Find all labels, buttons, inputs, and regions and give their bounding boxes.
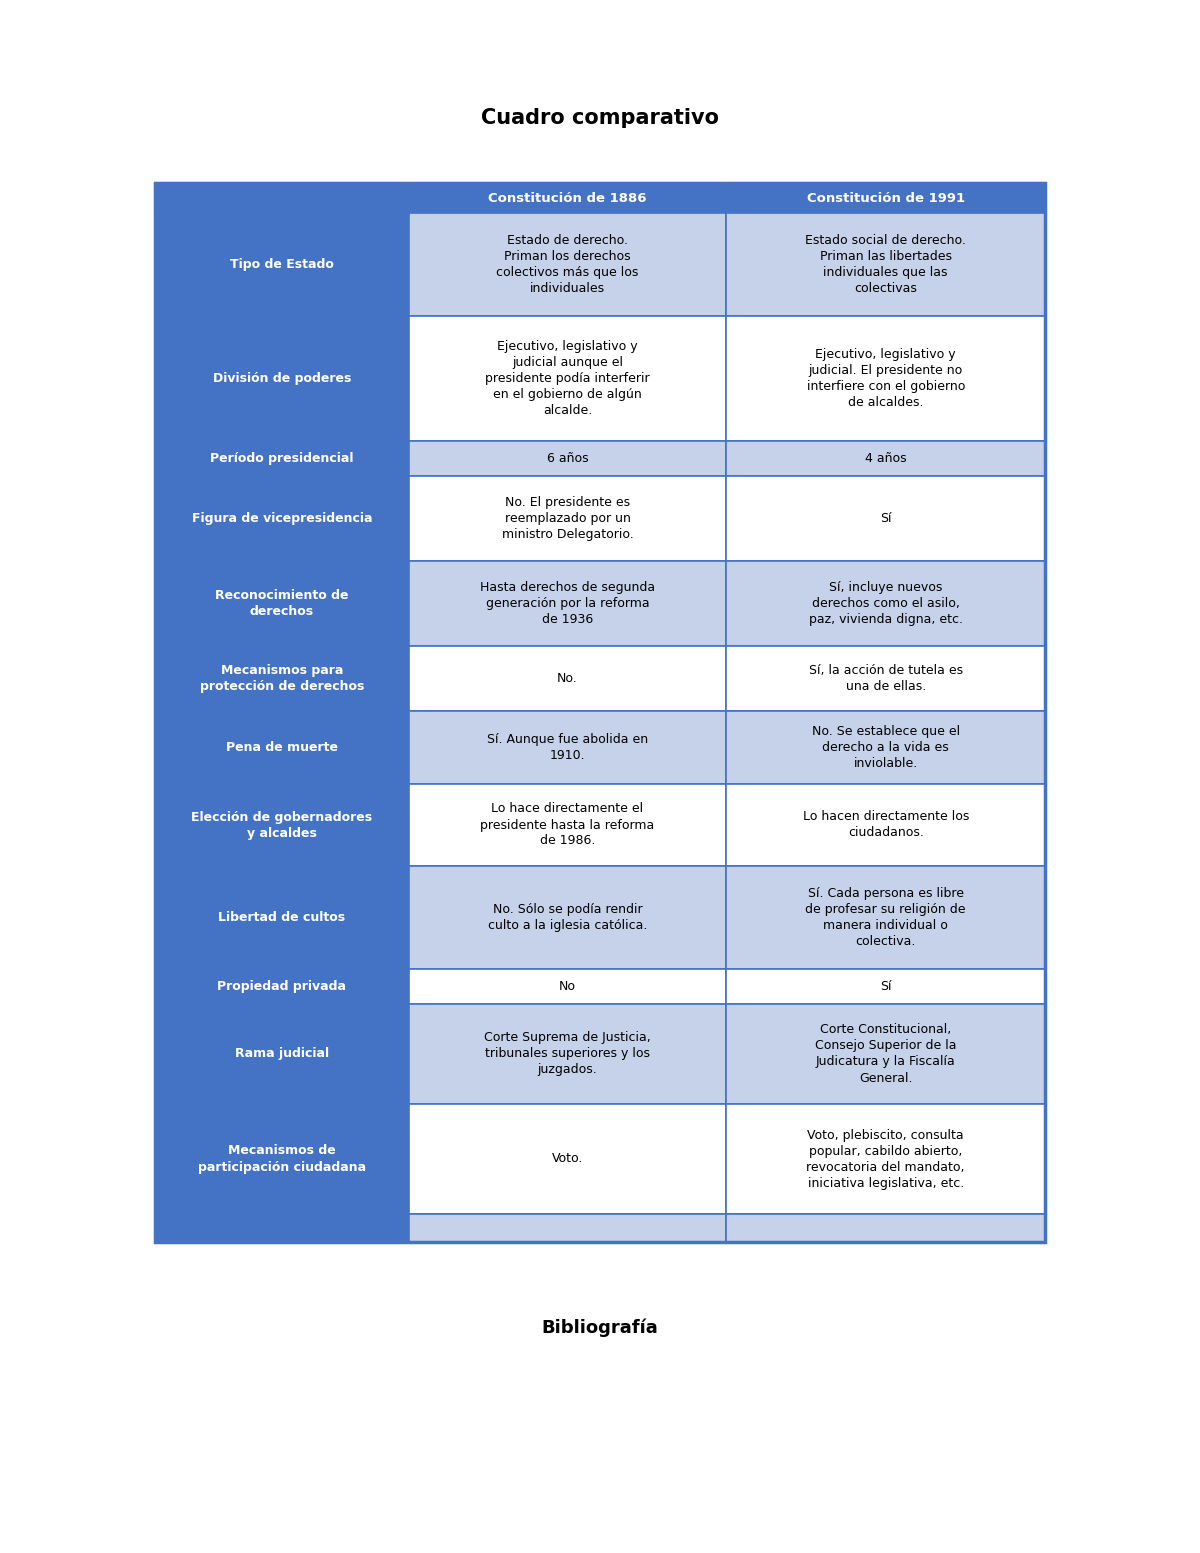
- Bar: [726, 561, 1045, 646]
- Bar: [409, 867, 726, 969]
- Bar: [155, 441, 409, 477]
- Bar: [155, 183, 409, 213]
- Text: Corte Suprema de Justicia,
tribunales superiores y los
juzgados.: Corte Suprema de Justicia, tribunales su…: [484, 1031, 650, 1076]
- Bar: [155, 1003, 409, 1104]
- Bar: [155, 561, 409, 646]
- Text: Libertad de cultos: Libertad de cultos: [218, 912, 346, 924]
- Bar: [155, 315, 409, 441]
- Text: Voto.: Voto.: [552, 1152, 583, 1165]
- Text: Estado de derecho.
Priman los derechos
colectivos más que los
individuales: Estado de derecho. Priman los derechos c…: [497, 235, 638, 295]
- Bar: [155, 867, 409, 969]
- Text: Lo hacen directamente los
ciudadanos.: Lo hacen directamente los ciudadanos.: [803, 811, 968, 840]
- Bar: [155, 969, 409, 1003]
- Bar: [726, 969, 1045, 1003]
- Bar: [155, 477, 409, 561]
- Bar: [726, 1214, 1045, 1242]
- Bar: [409, 213, 726, 315]
- Text: División de poderes: División de poderes: [212, 373, 352, 385]
- Text: Rama judicial: Rama judicial: [235, 1048, 329, 1061]
- Bar: [155, 711, 409, 784]
- Text: Figura de vicepresidencia: Figura de vicepresidencia: [192, 512, 372, 525]
- Text: Propiedad privada: Propiedad privada: [217, 980, 347, 992]
- Text: No. Sólo se podía rendir
culto a la iglesia católica.: No. Sólo se podía rendir culto a la igle…: [488, 902, 647, 932]
- Bar: [726, 477, 1045, 561]
- Text: Período presidencial: Período presidencial: [210, 452, 354, 464]
- Bar: [726, 213, 1045, 315]
- Text: Sí. Cada persona es libre
de profesar su religión de
manera individual o
colecti: Sí. Cada persona es libre de profesar su…: [805, 887, 966, 947]
- Bar: [409, 646, 726, 711]
- Text: Corte Constitucional,
Consejo Superior de la
Judicatura y la Fiscalía
General.: Corte Constitucional, Consejo Superior d…: [815, 1023, 956, 1084]
- Bar: [409, 1104, 726, 1214]
- Text: Elección de gobernadores
y alcaldes: Elección de gobernadores y alcaldes: [191, 811, 372, 840]
- Text: Sí, incluye nuevos
derechos como el asilo,
paz, vivienda digna, etc.: Sí, incluye nuevos derechos como el asil…: [809, 581, 962, 626]
- Text: Lo hace directamente el
presidente hasta la reforma
de 1986.: Lo hace directamente el presidente hasta…: [480, 803, 655, 848]
- Text: Constitución de 1886: Constitución de 1886: [488, 191, 647, 205]
- Text: Sí: Sí: [880, 512, 892, 525]
- Bar: [409, 784, 726, 867]
- Bar: [155, 646, 409, 711]
- Text: Voto, plebiscito, consulta
popular, cabildo abierto,
revocatoria del mandato,
in: Voto, plebiscito, consulta popular, cabi…: [806, 1129, 965, 1190]
- Bar: [726, 867, 1045, 969]
- Bar: [726, 1104, 1045, 1214]
- Bar: [155, 784, 409, 867]
- Text: 4 años: 4 años: [865, 452, 906, 464]
- Text: No.: No.: [557, 672, 578, 685]
- Text: 6 años: 6 años: [547, 452, 588, 464]
- Text: Pena de muerte: Pena de muerte: [226, 741, 338, 755]
- Bar: [726, 646, 1045, 711]
- Bar: [409, 477, 726, 561]
- Text: No. Se establece que el
derecho a la vida es
inviolable.: No. Se establece que el derecho a la vid…: [811, 725, 960, 770]
- Bar: [409, 969, 726, 1003]
- Bar: [409, 1003, 726, 1104]
- Text: Ejecutivo, legislativo y
judicial aunque el
presidente podía interferir
en el go: Ejecutivo, legislativo y judicial aunque…: [485, 340, 650, 418]
- Text: Mecanismos para
protección de derechos: Mecanismos para protección de derechos: [199, 665, 364, 693]
- Bar: [726, 1003, 1045, 1104]
- Text: Ejecutivo, legislativo y
judicial. El presidente no
interfiere con el gobierno
d: Ejecutivo, legislativo y judicial. El pr…: [806, 348, 965, 408]
- Text: Bibliografía: Bibliografía: [541, 1318, 659, 1337]
- Bar: [409, 183, 726, 213]
- Text: Sí, la acción de tutela es
una de ellas.: Sí, la acción de tutela es una de ellas.: [809, 665, 962, 693]
- Text: Constitución de 1991: Constitución de 1991: [806, 191, 965, 205]
- Text: Cuadro comparativo: Cuadro comparativo: [481, 109, 719, 127]
- Text: No: No: [559, 980, 576, 992]
- Text: No. El presidente es
reemplazado por un
ministro Delegatorio.: No. El presidente es reemplazado por un …: [502, 495, 634, 540]
- Text: Estado social de derecho.
Priman las libertades
individuales que las
colectivas: Estado social de derecho. Priman las lib…: [805, 235, 966, 295]
- Bar: [155, 213, 409, 315]
- Bar: [726, 711, 1045, 784]
- Bar: [409, 441, 726, 477]
- Text: Reconocimiento de
derechos: Reconocimiento de derechos: [215, 589, 348, 618]
- Text: Sí. Aunque fue abolida en
1910.: Sí. Aunque fue abolida en 1910.: [487, 733, 648, 763]
- Bar: [155, 183, 1045, 1242]
- Bar: [409, 711, 726, 784]
- Text: Tipo de Estado: Tipo de Estado: [230, 258, 334, 272]
- Bar: [726, 441, 1045, 477]
- Text: Sí: Sí: [880, 980, 892, 992]
- Bar: [726, 183, 1045, 213]
- Bar: [409, 561, 726, 646]
- Bar: [726, 784, 1045, 867]
- Bar: [409, 1214, 726, 1242]
- Bar: [155, 1104, 409, 1214]
- Bar: [726, 315, 1045, 441]
- Text: Hasta derechos de segunda
generación por la reforma
de 1936: Hasta derechos de segunda generación por…: [480, 581, 655, 626]
- Text: Mecanismos de
participación ciudadana: Mecanismos de participación ciudadana: [198, 1145, 366, 1174]
- Bar: [155, 1214, 409, 1242]
- Bar: [409, 315, 726, 441]
